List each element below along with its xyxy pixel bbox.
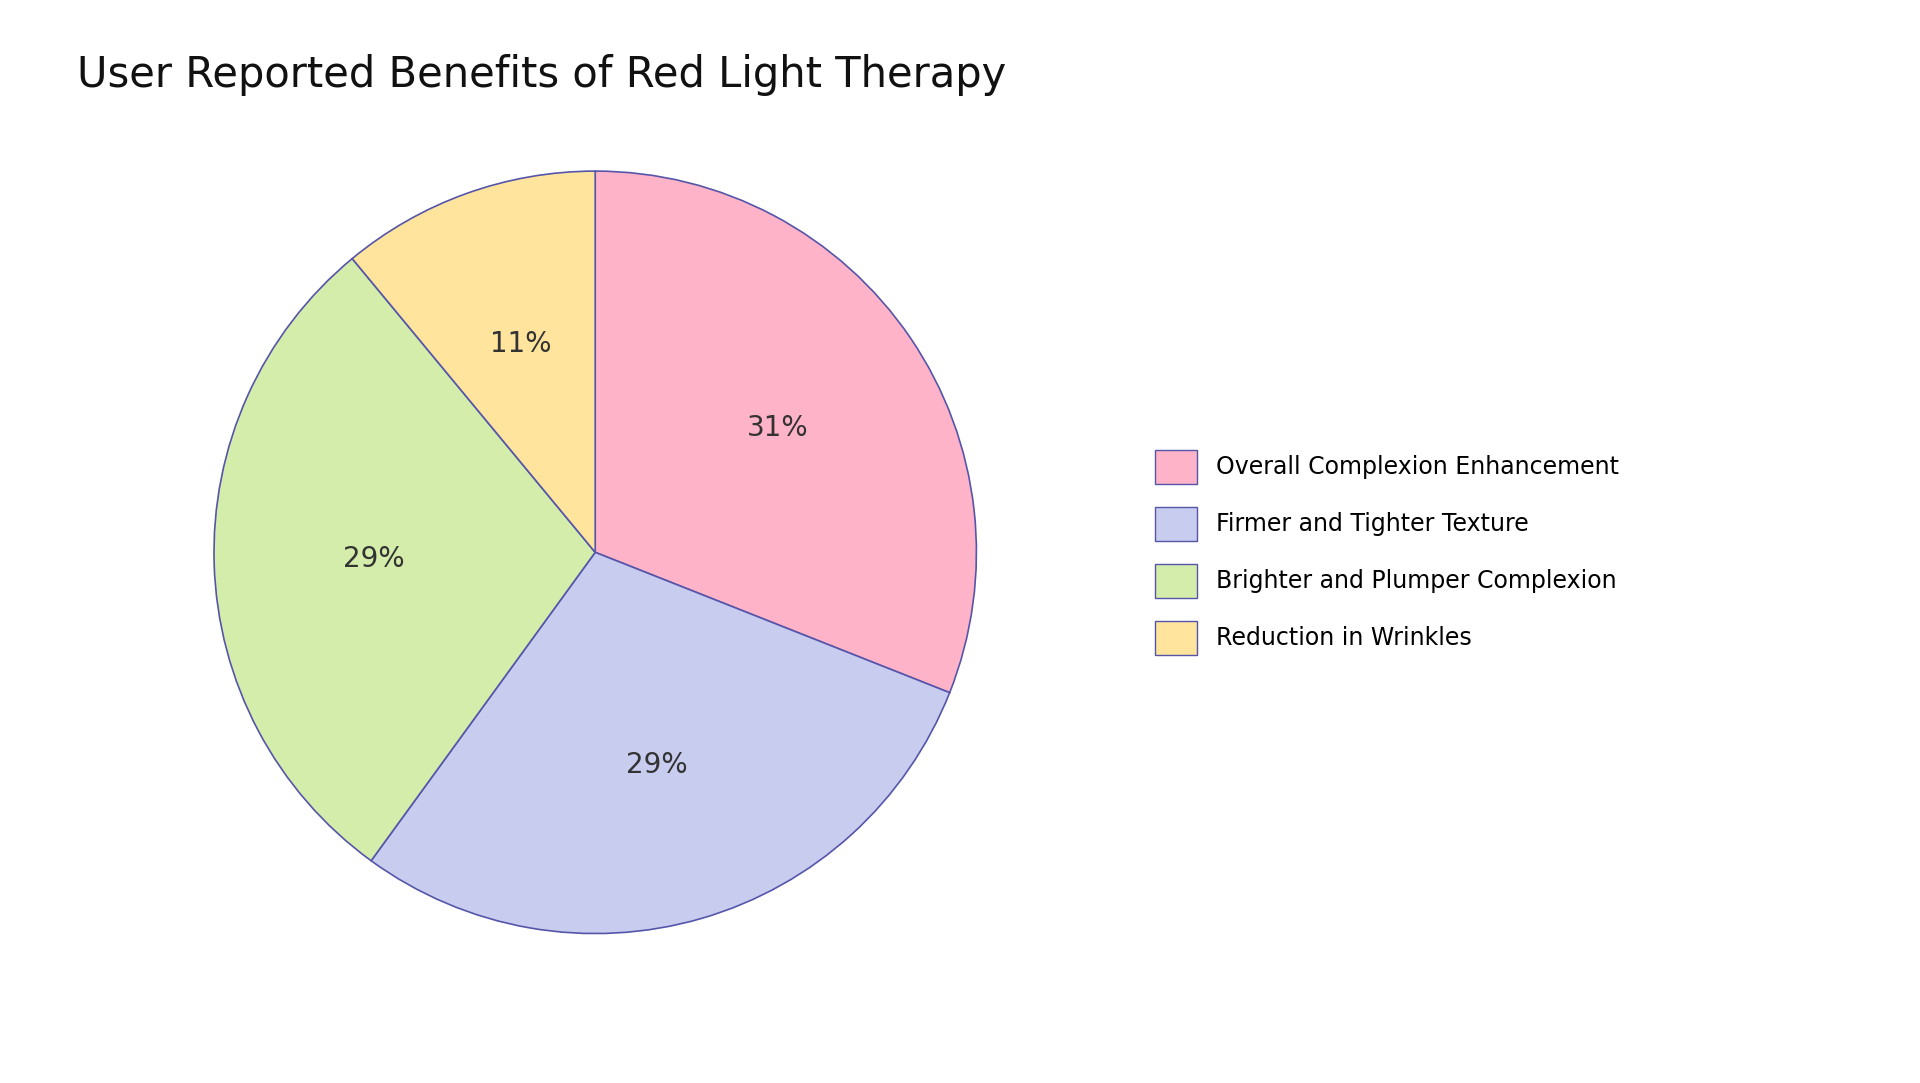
Legend: Overall Complexion Enhancement, Firmer and Tighter Texture, Brighter and Plumper: Overall Complexion Enhancement, Firmer a… [1131,427,1644,678]
Text: 29%: 29% [344,545,405,573]
Wedge shape [595,171,977,693]
Text: 29%: 29% [626,751,687,779]
Wedge shape [351,171,595,552]
Wedge shape [213,259,595,861]
Wedge shape [371,552,950,934]
Text: 31%: 31% [747,414,808,442]
Text: User Reported Benefits of Red Light Therapy: User Reported Benefits of Red Light Ther… [77,54,1006,96]
Text: 11%: 11% [490,330,551,358]
